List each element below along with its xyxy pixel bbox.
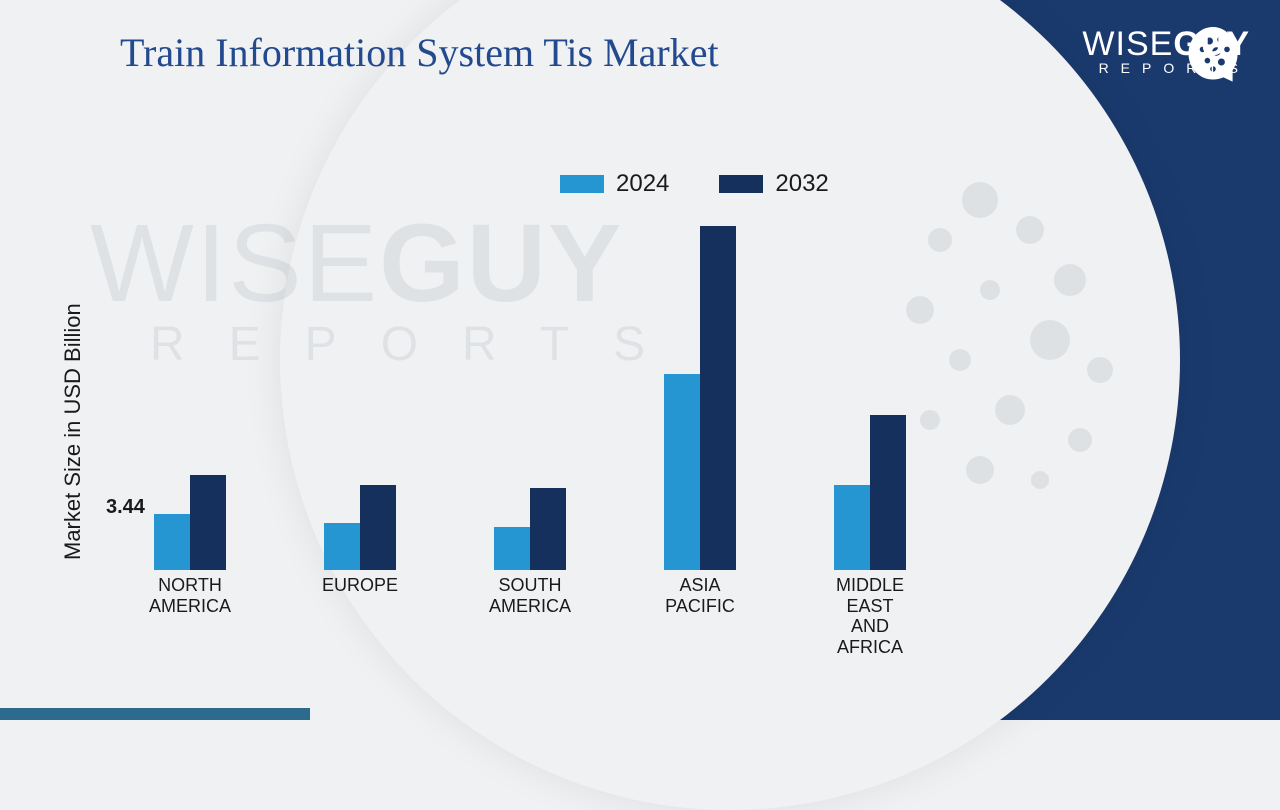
bar-group (154, 475, 226, 570)
bar-2032 (360, 485, 396, 570)
bar-2032 (870, 415, 906, 570)
bar-group (324, 485, 396, 570)
logo-sub: REPORTS (1082, 60, 1250, 76)
bar-2032 (530, 488, 566, 570)
logo-wise: WISE (1082, 25, 1173, 63)
x-axis-labels: NORTHAMERICA EUROPE SOUTHAMERICA ASIAPACIFI… (120, 575, 980, 695)
chart-title: Train Information System Tis Market (120, 30, 820, 76)
brand-logo: WISEGUY REPORTS (1082, 25, 1250, 76)
chart-plot-area: 3.44 (120, 210, 980, 570)
bar-2024 (494, 527, 530, 570)
legend-swatch-2032 (719, 175, 763, 193)
x-axis-category-label: ASIAPACIFIC (635, 575, 765, 616)
legend-item-2032: 2032 (719, 170, 828, 198)
x-axis-category-label: SOUTHAMERICA (465, 575, 595, 616)
logo-main: WISEGUY (1082, 25, 1250, 64)
bar-2024 (834, 485, 870, 570)
bar-plot: 3.44 (120, 210, 980, 570)
legend: 2024 2032 (560, 170, 829, 198)
bar-2032 (700, 226, 736, 570)
logo-guy: GUY (1173, 25, 1250, 63)
x-axis-category-label: EUROPE (295, 575, 425, 596)
bar-group (494, 488, 566, 570)
legend-item-2024: 2024 (560, 170, 669, 198)
y-axis-label: Market Size in USD Billion (60, 303, 86, 560)
bar-2032 (190, 475, 226, 570)
bottom-accent-bar (0, 708, 310, 720)
bar-value-label: 3.44 (106, 496, 145, 519)
legend-label-2032: 2032 (775, 170, 828, 198)
bar-2024 (154, 514, 190, 570)
bar-group (834, 415, 906, 570)
page-root: WISEGUY REPORTS WISEGUY REPORTS Train In… (0, 0, 1280, 720)
x-axis-category-label: MIDDLEEASTANDAFRICA (805, 575, 935, 658)
legend-swatch-2024 (560, 175, 604, 193)
x-axis-category-label: NORTHAMERICA (125, 575, 255, 616)
bar-2024 (664, 374, 700, 570)
bar-2024 (324, 523, 360, 570)
legend-label-2024: 2024 (616, 170, 669, 198)
bar-group (664, 226, 736, 570)
